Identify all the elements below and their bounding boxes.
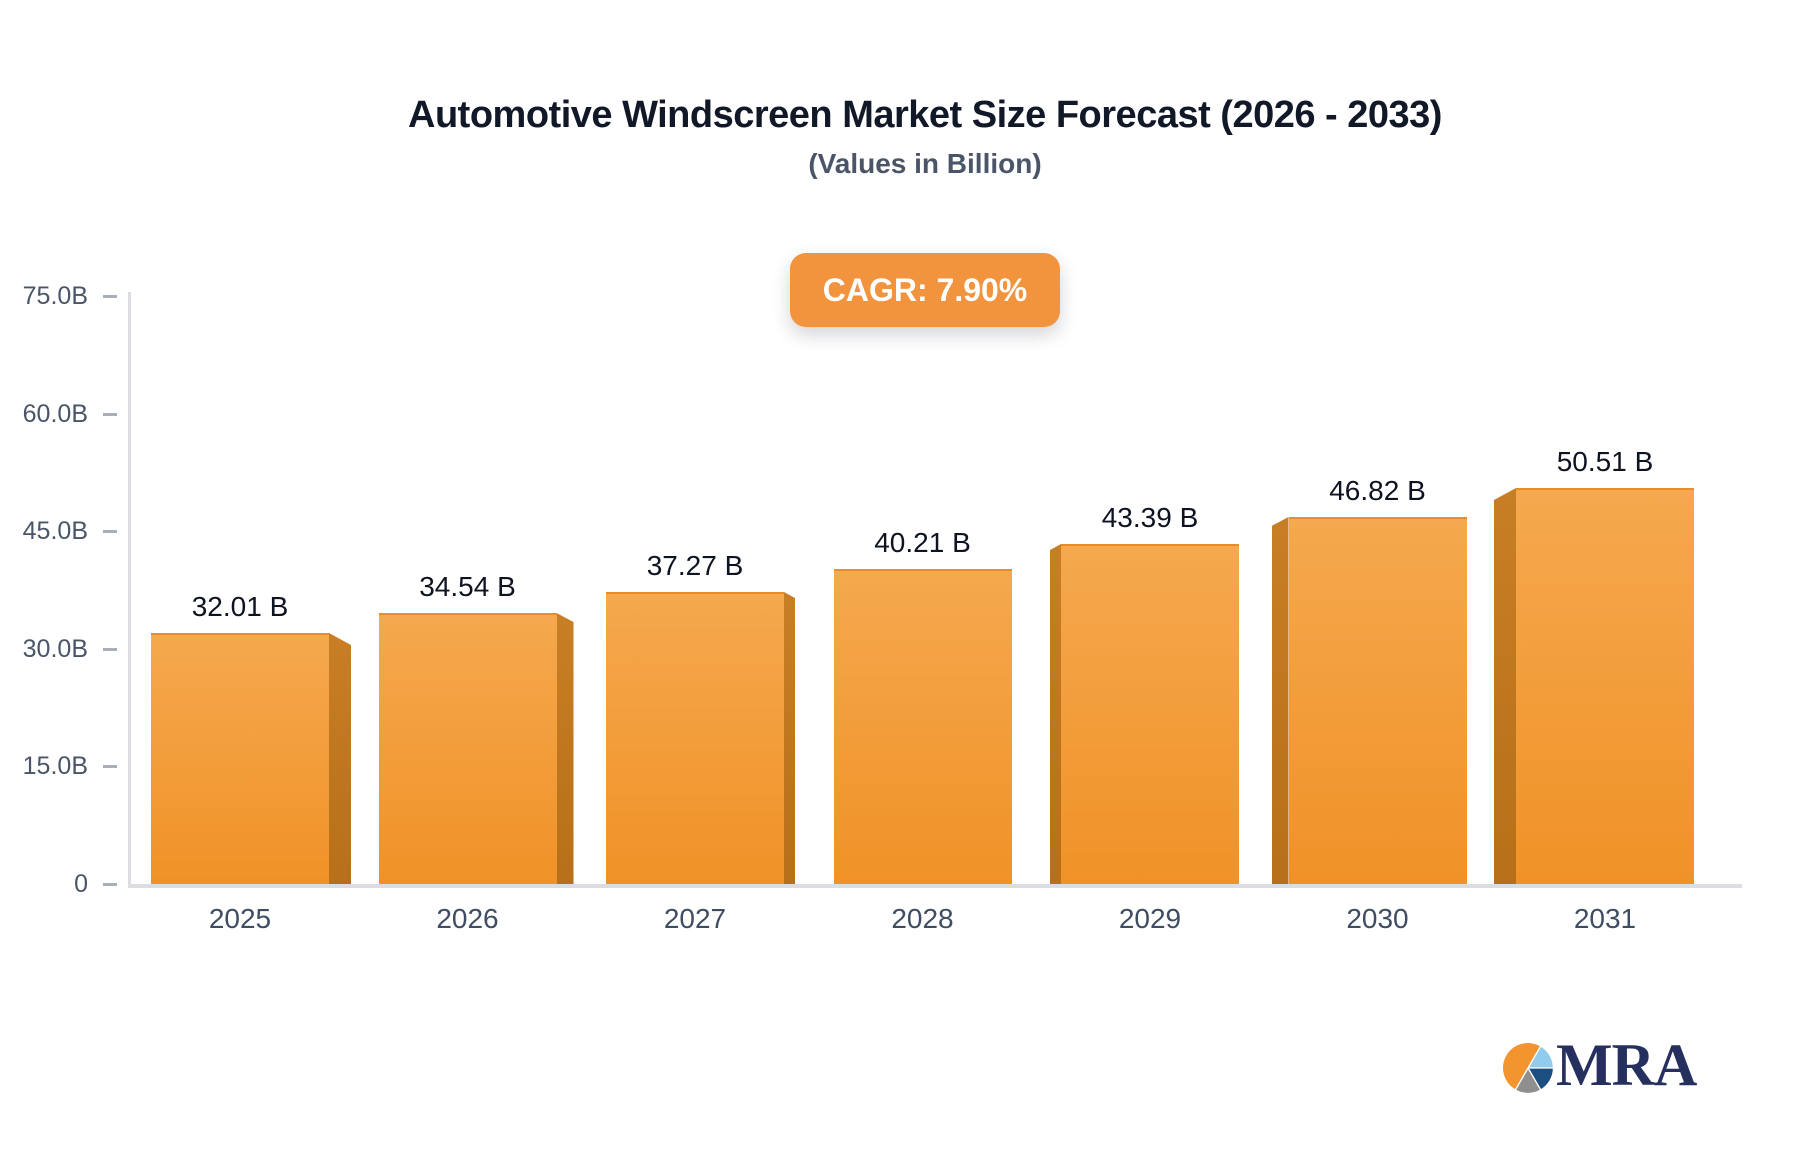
bar-2030 bbox=[1288, 517, 1467, 884]
y-axis-tick bbox=[103, 412, 117, 416]
bar-3d-side bbox=[329, 633, 351, 884]
bar-2027 bbox=[606, 592, 784, 884]
bar-3d-side bbox=[784, 592, 795, 884]
bar-2029 bbox=[1061, 544, 1239, 884]
y-axis-tick-label: 60.0B bbox=[22, 399, 88, 428]
bar-2028 bbox=[833, 569, 1012, 884]
bar-3d-side bbox=[1050, 544, 1061, 884]
bar-value-label: 34.54 B bbox=[419, 571, 516, 602]
x-axis-label: 2030 bbox=[1346, 903, 1409, 934]
bar-value-label: 43.39 B bbox=[1101, 502, 1199, 533]
bar-value-label: 37.27 B bbox=[646, 550, 744, 581]
x-axis-label: 2028 bbox=[891, 903, 954, 934]
bar-value-label: 46.82 B bbox=[1329, 475, 1426, 506]
brand-logo: MRA bbox=[1501, 1032, 1697, 1098]
y-axis-line bbox=[128, 292, 131, 888]
y-axis-tick bbox=[103, 765, 117, 769]
y-axis-tick bbox=[103, 530, 117, 534]
x-axis-label: 2025 bbox=[208, 903, 272, 934]
bar-value-label: 32.01 B bbox=[191, 591, 289, 622]
chart-subtitle: (Values in Billion) bbox=[808, 148, 1042, 179]
pie-chart-icon bbox=[1501, 1041, 1555, 1095]
bar-2026 bbox=[378, 613, 557, 884]
x-axis-baseline bbox=[128, 884, 1742, 888]
y-axis-tick bbox=[103, 295, 117, 298]
bar-value-label: 40.21 B bbox=[874, 527, 971, 558]
chart-title: Automotive Windscreen Market Size Foreca… bbox=[408, 94, 1442, 136]
x-axis-label: 2027 bbox=[663, 903, 727, 934]
x-axis-label: 2031 bbox=[1573, 903, 1637, 934]
bar-3d-side bbox=[556, 613, 574, 884]
y-axis-tick bbox=[103, 883, 117, 886]
cagr-badge: CAGR: 7.90% bbox=[790, 253, 1060, 327]
brand-logo-text: MRA bbox=[1556, 1032, 1697, 1098]
bar-2025 bbox=[151, 633, 329, 884]
x-axis-label: 2026 bbox=[436, 903, 499, 934]
bar-value-label: 50.51 B bbox=[1556, 446, 1654, 477]
y-axis-tick-label: 0 bbox=[74, 870, 88, 898]
bar-2031 bbox=[1516, 488, 1694, 884]
y-axis-tick-label: 15.0B bbox=[22, 752, 88, 781]
x-axis-label: 2029 bbox=[1118, 903, 1182, 934]
y-axis-tick-label: 30.0B bbox=[22, 634, 88, 663]
y-axis-tick-label: 45.0B bbox=[22, 517, 88, 546]
y-axis-tick bbox=[103, 647, 117, 651]
y-axis-tick-label: 75.0B bbox=[22, 282, 88, 310]
bar-3d-side bbox=[1494, 488, 1516, 884]
bar-3d-side bbox=[1271, 517, 1289, 884]
